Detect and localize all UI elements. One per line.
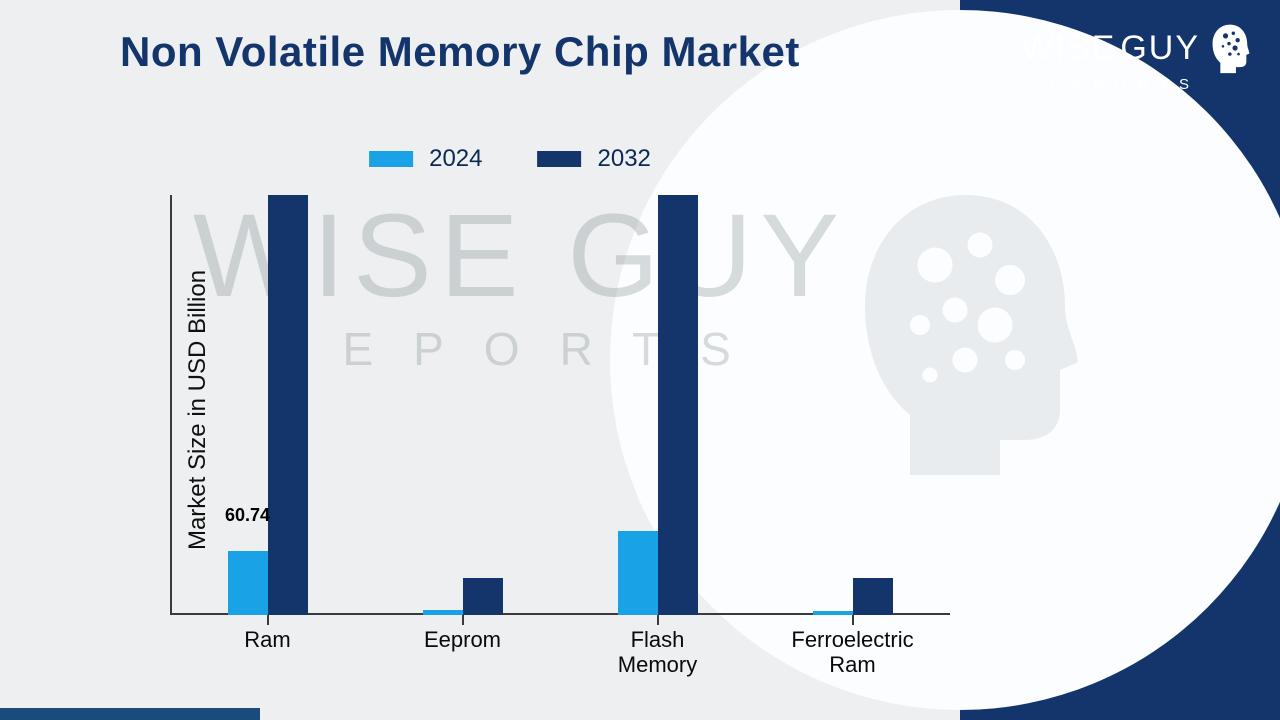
bar [228, 551, 268, 615]
logo-word-1: WISE [1021, 31, 1116, 65]
logo-head-icon [1204, 22, 1254, 74]
legend-swatch [369, 151, 413, 167]
logo-word-2: GUY [1120, 31, 1200, 65]
plot-area: RamEepromFlash MemoryFerroelectric Ram60… [170, 195, 950, 615]
x-axis-tick [657, 615, 659, 625]
category-label: Flash Memory [618, 627, 697, 678]
legend-swatch [538, 151, 582, 167]
chart-legend: 2024 2032 [369, 145, 651, 173]
brand-logo: WISE GUY REPORTS [1021, 22, 1254, 93]
bar-chart: Market Size in USD Billion 2024 2032 Ram… [70, 145, 950, 675]
x-axis-tick [852, 615, 854, 625]
logo-subtitle: REPORTS [1021, 76, 1200, 93]
bar [423, 610, 463, 615]
legend-label: 2024 [429, 145, 482, 173]
bar [853, 578, 893, 615]
infographic-canvas: WISE GUY REPORTS Non Volatile Memory Chi… [0, 0, 1280, 720]
bar-value-label: 60.74 [225, 505, 270, 526]
bar [268, 195, 308, 615]
x-axis-tick [267, 615, 269, 625]
chart-title: Non Volatile Memory Chip Market [120, 28, 800, 76]
bar [618, 531, 658, 615]
x-axis-tick [462, 615, 464, 625]
legend-label: 2032 [598, 145, 651, 173]
bar [813, 611, 853, 615]
category-label: Ram [244, 627, 290, 652]
bottom-accent-stripe [0, 708, 260, 720]
y-axis-line [170, 195, 172, 615]
category-label: Ferroelectric Ram [791, 627, 913, 678]
legend-item: 2032 [538, 145, 651, 173]
bar [658, 195, 698, 615]
legend-item: 2024 [369, 145, 482, 173]
category-label: Eeprom [424, 627, 501, 652]
bar [463, 578, 503, 615]
